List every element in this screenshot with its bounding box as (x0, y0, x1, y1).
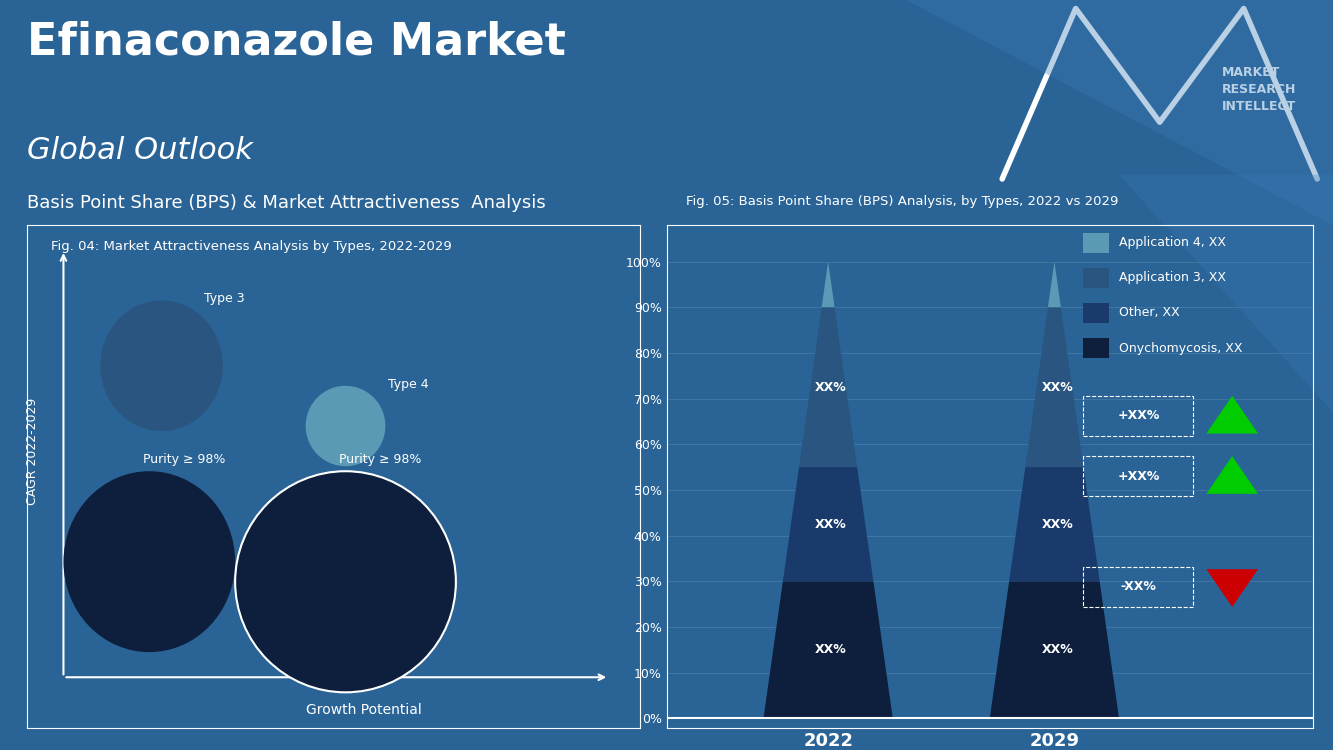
Polygon shape (1120, 175, 1333, 426)
Text: MARKET
RESEARCH
INTELLECT: MARKET RESEARCH INTELLECT (1222, 66, 1297, 112)
Polygon shape (906, 0, 1333, 225)
Polygon shape (1206, 396, 1258, 433)
Ellipse shape (64, 471, 235, 652)
Text: XX%: XX% (1041, 381, 1073, 394)
Text: Other, XX: Other, XX (1120, 307, 1180, 320)
Text: Type 4: Type 4 (388, 378, 429, 391)
Text: Fig. 05: Basis Point Share (BPS) Analysis, by Types, 2022 vs 2029: Fig. 05: Basis Point Share (BPS) Analysi… (686, 195, 1118, 208)
Polygon shape (798, 308, 857, 467)
Polygon shape (1048, 262, 1061, 308)
Polygon shape (782, 467, 873, 581)
Polygon shape (1206, 569, 1258, 607)
Text: +XX%: +XX% (1117, 470, 1160, 483)
Polygon shape (1009, 467, 1100, 581)
Polygon shape (1206, 456, 1258, 494)
Text: Purity ≥ 98%: Purity ≥ 98% (143, 453, 225, 466)
Ellipse shape (235, 471, 456, 692)
Text: Fig. 04: Market Attractiveness Analysis by Types, 2022-2029: Fig. 04: Market Attractiveness Analysis … (51, 240, 452, 253)
Text: XX%: XX% (816, 644, 846, 656)
Text: Efinaconazole Market: Efinaconazole Market (27, 20, 565, 63)
Text: Global Outlook: Global Outlook (27, 136, 253, 165)
FancyBboxPatch shape (1084, 268, 1109, 288)
Text: Onychomycosis, XX: Onychomycosis, XX (1120, 341, 1242, 355)
FancyBboxPatch shape (1084, 338, 1109, 358)
Polygon shape (1025, 308, 1084, 467)
Ellipse shape (305, 386, 385, 466)
Ellipse shape (100, 300, 223, 431)
Text: Basis Point Share (BPS) & Market Attractiveness  Analysis: Basis Point Share (BPS) & Market Attract… (27, 194, 545, 211)
Text: +XX%: +XX% (1117, 410, 1160, 422)
Text: Type 3: Type 3 (204, 292, 245, 305)
Text: CAGR 2022-2029: CAGR 2022-2029 (27, 398, 39, 505)
Polygon shape (764, 581, 893, 718)
Text: Application 3, XX: Application 3, XX (1120, 272, 1226, 284)
Text: -XX%: -XX% (1121, 580, 1157, 593)
FancyBboxPatch shape (1084, 303, 1109, 323)
Text: XX%: XX% (816, 381, 846, 394)
Polygon shape (821, 262, 834, 308)
Text: XX%: XX% (1041, 518, 1073, 531)
Text: Purity ≥ 98%: Purity ≥ 98% (340, 453, 421, 466)
Text: XX%: XX% (816, 518, 846, 531)
Polygon shape (989, 581, 1120, 718)
Text: XX%: XX% (1041, 644, 1073, 656)
Text: Growth Potential: Growth Potential (307, 704, 421, 718)
FancyBboxPatch shape (1084, 232, 1109, 253)
Text: Application 4, XX: Application 4, XX (1120, 236, 1226, 249)
